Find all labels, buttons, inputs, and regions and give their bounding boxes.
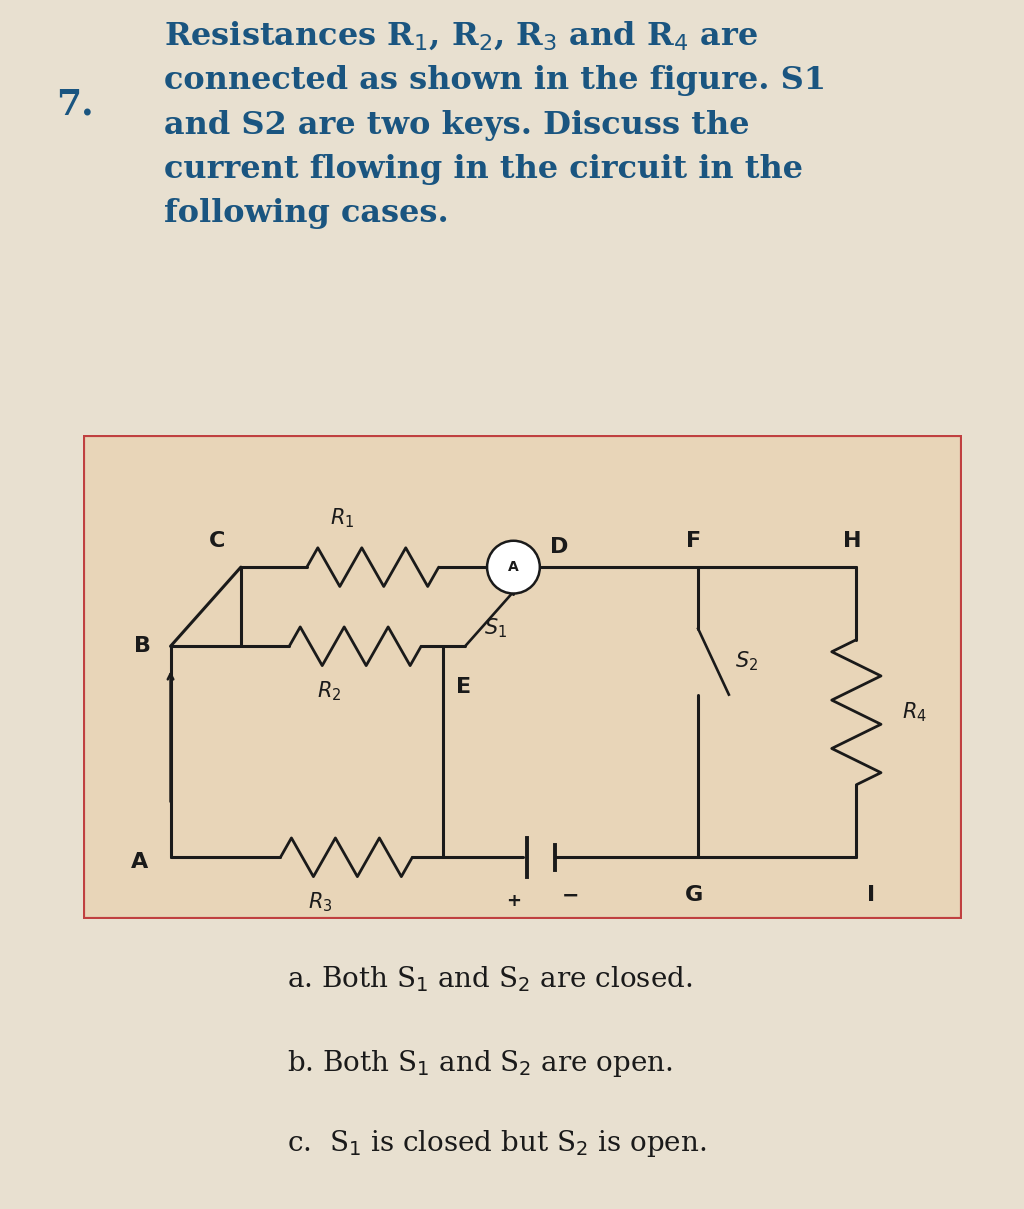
Text: b. Both S$_1$ and S$_2$ are open.: b. Both S$_1$ and S$_2$ are open.: [287, 1048, 673, 1080]
Text: D: D: [550, 537, 568, 556]
Text: $R_3$: $R_3$: [308, 891, 332, 914]
Text: 7.: 7.: [56, 87, 94, 121]
Text: E: E: [457, 677, 471, 698]
Text: a. Both S$_1$ and S$_2$ are closed.: a. Both S$_1$ and S$_2$ are closed.: [287, 964, 692, 994]
Text: $S_2$: $S_2$: [735, 650, 758, 673]
Text: −: −: [562, 885, 580, 906]
Text: +: +: [506, 892, 521, 910]
Text: $S_1$: $S_1$: [484, 617, 508, 640]
Text: $R_2$: $R_2$: [316, 679, 341, 704]
Text: C: C: [209, 531, 225, 551]
Text: A: A: [131, 851, 148, 872]
Text: B: B: [134, 636, 152, 656]
Text: Resistances R$_1$, R$_2$, R$_3$ and R$_4$ are
connected as shown in the figure. : Resistances R$_1$, R$_2$, R$_3$ and R$_4…: [164, 19, 826, 229]
Circle shape: [487, 540, 540, 594]
Text: $R_4$: $R_4$: [902, 700, 927, 724]
FancyBboxPatch shape: [83, 435, 962, 919]
Text: G: G: [685, 885, 702, 906]
Text: c.  S$_1$ is closed but S$_2$ is open.: c. S$_1$ is closed but S$_2$ is open.: [287, 1128, 707, 1159]
Text: I: I: [867, 885, 876, 906]
Text: A: A: [508, 560, 519, 574]
Text: F: F: [686, 531, 701, 551]
Text: $R_1$: $R_1$: [330, 507, 354, 531]
Text: H: H: [843, 531, 861, 551]
